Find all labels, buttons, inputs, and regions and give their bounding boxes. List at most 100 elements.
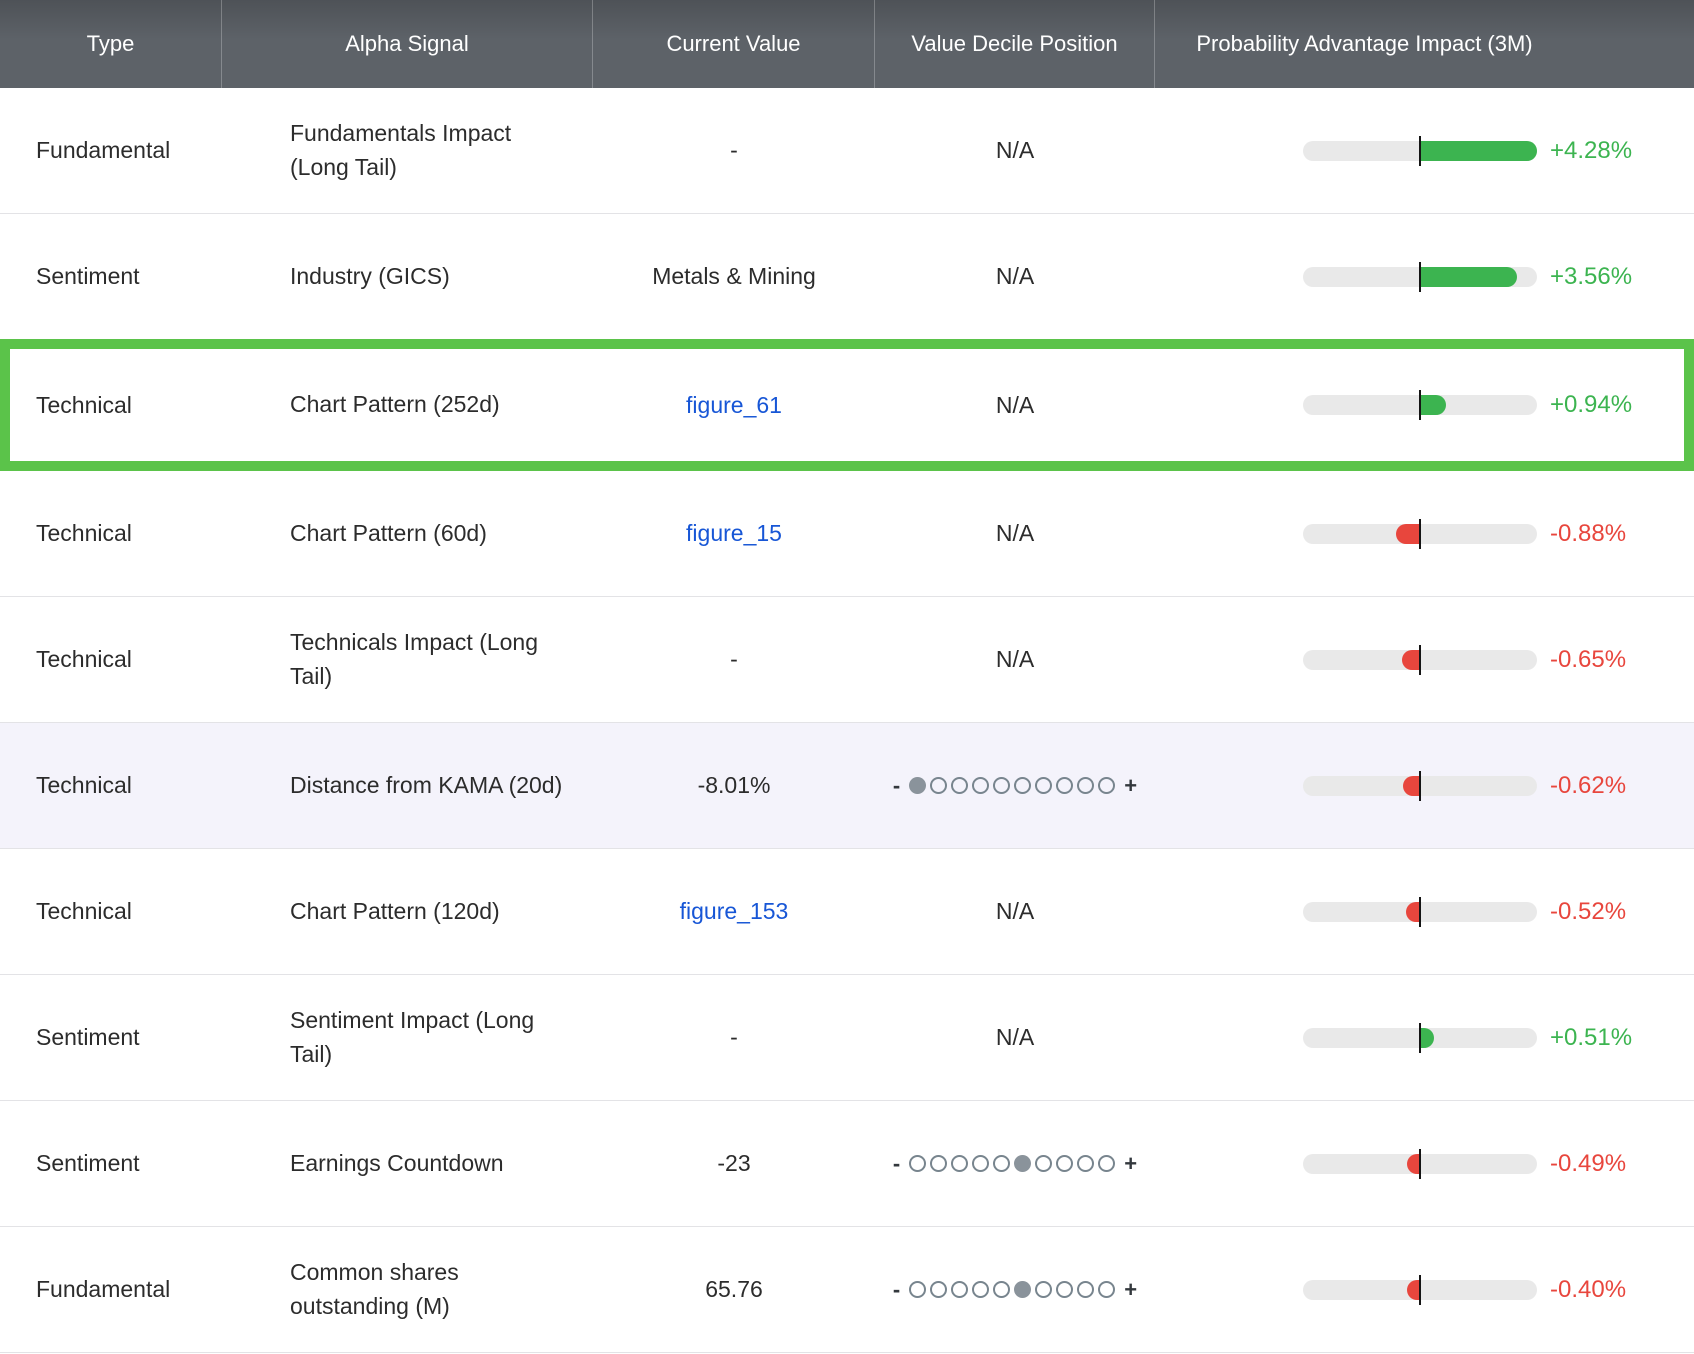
table-row[interactable]: Fundamental Common shares outstanding (M… (0, 1227, 1694, 1353)
impact-bar-zero-tick (1419, 518, 1421, 549)
impact-bar-zero-tick (1419, 1148, 1421, 1179)
impact-bar-track (1303, 390, 1537, 420)
decile-dot (1035, 1155, 1053, 1172)
current-value-cell: - (593, 597, 875, 722)
decile-dot (1098, 777, 1116, 794)
table-row[interactable]: Technical Chart Pattern (60d) figure_15 … (0, 471, 1694, 597)
col-header-value-decile-position: Value Decile Position (875, 0, 1155, 88)
decile-plus-label: + (1124, 772, 1138, 798)
impact-bar-fill (1406, 901, 1420, 922)
impact-value-label: +0.94% (1550, 391, 1633, 418)
current-value-cell: figure_153 (593, 849, 875, 974)
decile-dot (993, 777, 1011, 794)
decile-cell: - + (875, 1101, 1155, 1226)
impact-bar-zero-tick (1419, 770, 1421, 801)
decile-dot (1077, 777, 1095, 794)
type-cell: Sentiment (36, 1024, 140, 1050)
current-value: -23 (717, 1150, 751, 1176)
decile-dots (909, 1281, 1116, 1298)
decile-cell: - + (875, 1227, 1155, 1352)
table-row[interactable]: Technical Distance from KAMA (20d) -8.01… (0, 723, 1694, 849)
impact-bar-fill (1420, 1027, 1434, 1048)
current-value-cell: figure_61 (593, 340, 875, 470)
current-value-cell: 65.76 (593, 1227, 875, 1352)
type-cell: Technical (36, 391, 132, 418)
impact-cell: -0.88% (1155, 471, 1694, 596)
decile-minus-label: - (892, 772, 901, 798)
current-value-link[interactable]: figure_153 (679, 898, 789, 924)
decile-dot (909, 1155, 927, 1172)
signal-label: Technicals Impact (Long Tail) (290, 629, 539, 689)
signal-label: Earnings Countdown (290, 1149, 504, 1176)
current-value-cell: -23 (593, 1101, 875, 1226)
type-cell: Technical (36, 520, 132, 546)
impact-bar-zero-tick (1419, 135, 1421, 166)
table-row[interactable]: Sentiment Earnings Countdown -23 - + -0.4… (0, 1101, 1694, 1227)
table-row[interactable]: Sentiment Industry (GICS) Metals & Minin… (0, 214, 1694, 340)
impact-bar-fill (1420, 266, 1517, 287)
decile-dots (909, 1155, 1116, 1172)
decile-cell: N/A (875, 340, 1155, 470)
current-value: 65.76 (705, 1276, 763, 1302)
current-value-cell: Metals & Mining (593, 214, 875, 339)
current-value: -8.01% (697, 772, 771, 798)
decile-dot (1014, 777, 1032, 794)
impact-bar-track (1303, 1148, 1537, 1179)
col-header-probability-advantage-impact: Probability Advantage Impact (3M) (1196, 31, 1533, 56)
signal-cell: Distance from KAMA (20d) (222, 723, 593, 848)
current-value: - (730, 646, 738, 672)
signal-label: Distance from KAMA (20d) (290, 771, 563, 798)
impact-bar-track (1303, 896, 1537, 927)
current-value-cell: - (593, 975, 875, 1100)
impact-cell: +4.28% (1155, 88, 1694, 213)
signal-cell: Chart Pattern (60d) (222, 471, 593, 596)
decile-dot-filled (909, 777, 927, 794)
decile-dot (993, 1155, 1011, 1172)
current-value-cell: - (593, 88, 875, 213)
signal-label: Common shares outstanding (M) (290, 1259, 459, 1319)
impact-value-label: -0.52% (1550, 897, 1627, 925)
table-row[interactable]: Technical Chart Pattern (120d) figure_15… (0, 849, 1694, 975)
decile-dot (1098, 1281, 1116, 1298)
table-row[interactable]: Fundamental Fundamentals Impact (Long Ta… (0, 88, 1694, 214)
decile-dot (1056, 1281, 1074, 1298)
decile-minus-label: - (892, 1150, 901, 1176)
decile-cell: N/A (875, 88, 1155, 213)
decile-dot-filled (1014, 1281, 1032, 1298)
signal-cell: Chart Pattern (120d) (222, 849, 593, 974)
decile-cell: N/A (875, 597, 1155, 722)
decile-dot (972, 1155, 990, 1172)
decile-na-label: N/A (995, 898, 1035, 924)
decile-dot (972, 777, 990, 794)
decile-na-label: N/A (995, 263, 1035, 289)
impact-bar-track (1303, 1022, 1537, 1053)
type-cell: Sentiment (36, 263, 140, 289)
signal-label: Chart Pattern (120d) (290, 897, 500, 924)
impact-bar-track (1303, 1274, 1537, 1305)
decile-cell: N/A (875, 214, 1155, 339)
decile-dot-filled (1014, 1155, 1032, 1172)
impact-bar-fill (1420, 140, 1537, 161)
decile-plus-label: + (1124, 1276, 1138, 1302)
table-row[interactable]: Technical Chart Pattern (252d) figure_61… (0, 339, 1694, 471)
signal-cell: Earnings Countdown (222, 1101, 593, 1226)
current-value: Metals & Mining (652, 263, 816, 289)
col-header-current-value: Current Value (593, 0, 875, 88)
impact-bar-zero-tick (1419, 261, 1421, 292)
col-header-type: Type (0, 0, 222, 88)
current-value: - (730, 137, 738, 163)
table-row[interactable]: Technical Technicals Impact (Long Tail) … (0, 597, 1694, 723)
impact-bar-zero-tick (1419, 896, 1421, 927)
signal-cell: Chart Pattern (252d) (222, 340, 593, 470)
table-row[interactable]: Sentiment Sentiment Impact (Long Tail) -… (0, 975, 1694, 1101)
decile-cell: - + (875, 723, 1155, 848)
impact-bar-track (1303, 135, 1537, 166)
impact-bar-fill (1396, 523, 1420, 544)
signal-cell: Sentiment Impact (Long Tail) (222, 975, 593, 1100)
current-value-link[interactable]: figure_15 (686, 520, 782, 546)
current-value-link[interactable]: figure_61 (686, 391, 782, 418)
decile-dot (930, 1281, 948, 1298)
impact-value-label: +3.56% (1550, 262, 1633, 290)
impact-bar-track (1303, 644, 1537, 675)
decile-na-label: N/A (995, 520, 1035, 546)
